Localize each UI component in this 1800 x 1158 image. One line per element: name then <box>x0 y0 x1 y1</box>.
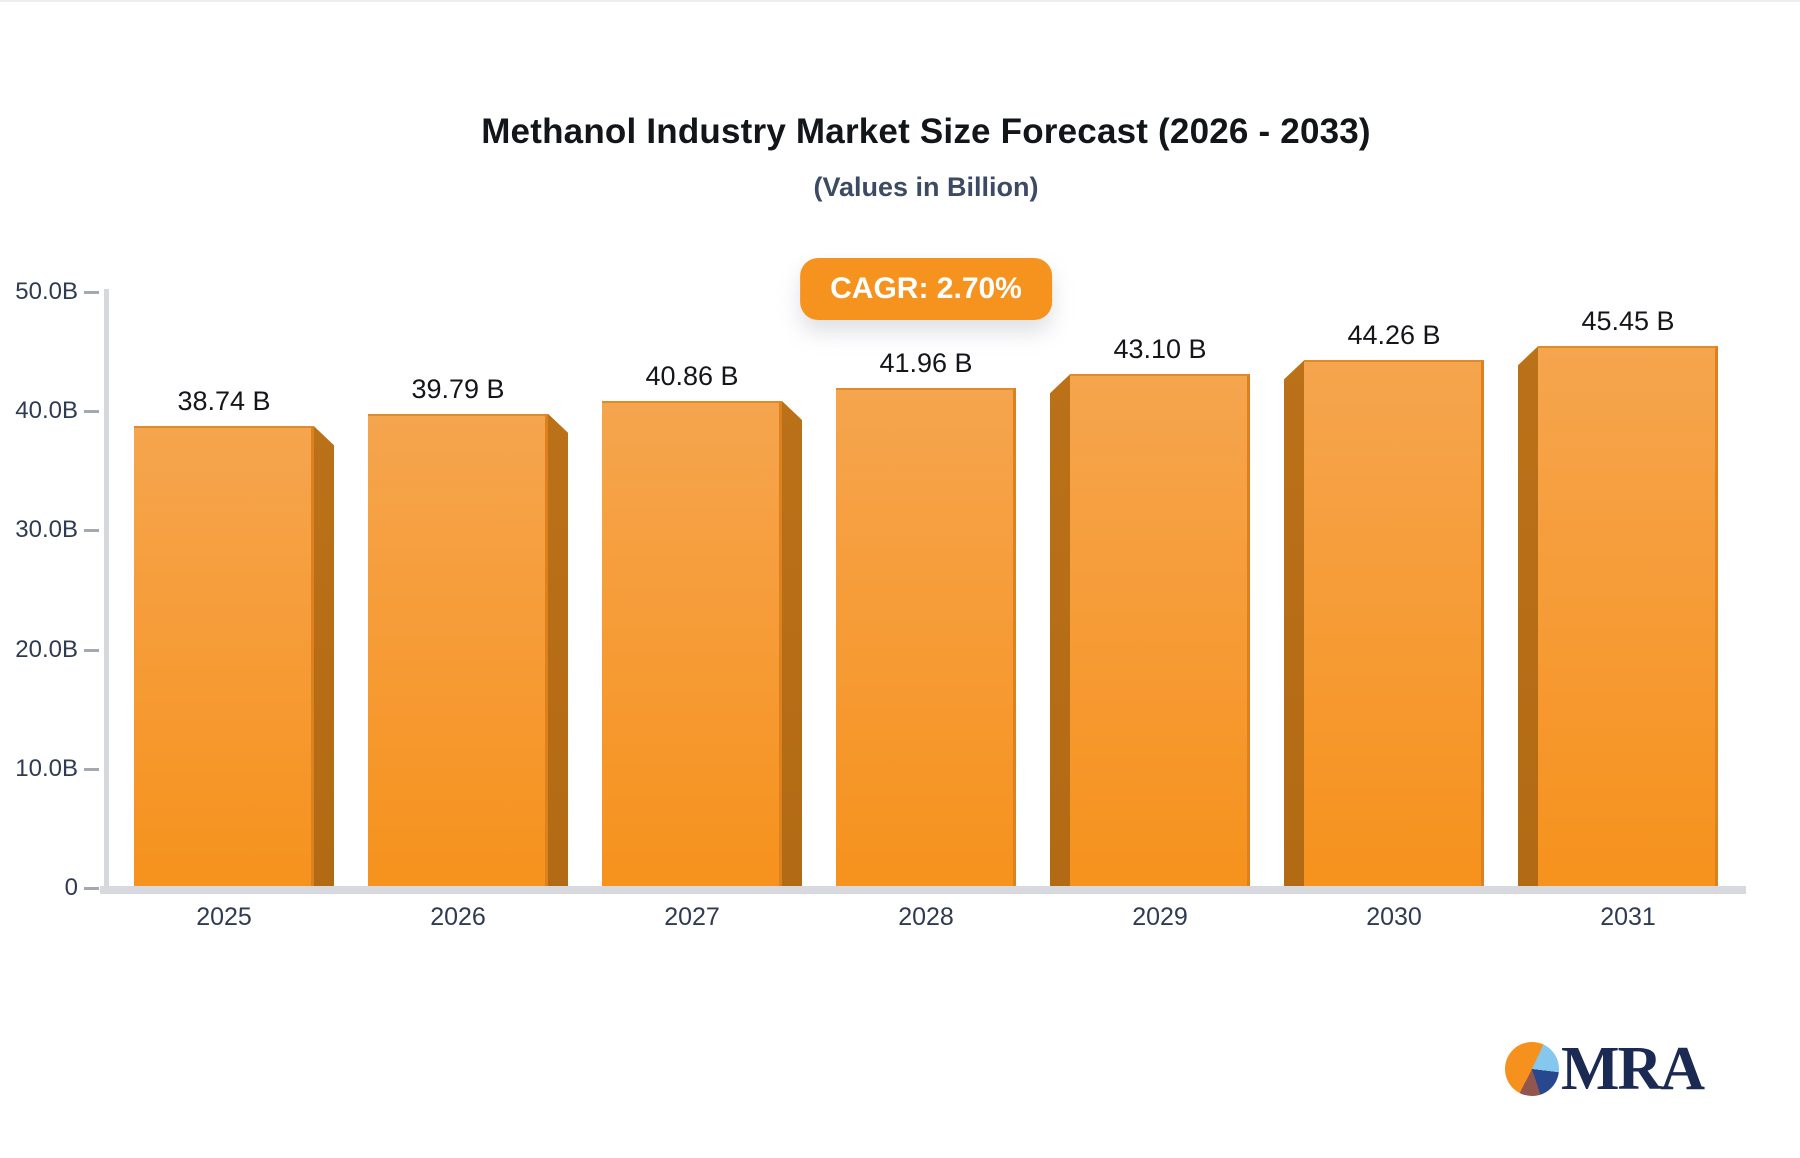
bar-value-label-2029: 43.10 B <box>1113 334 1207 365</box>
bar-2030 <box>1304 360 1484 888</box>
y-axis-tick-mark <box>84 410 99 414</box>
x-axis-label-2029: 2029 <box>1132 903 1188 931</box>
bar-side-panel-2025 <box>314 426 334 888</box>
bar-2025 <box>134 426 314 888</box>
bar-side-panel-2027 <box>782 400 802 888</box>
bar-2027 <box>602 400 782 888</box>
y-axis-tick-label: 20.0B <box>15 635 78 663</box>
bar-2028 <box>836 387 1016 888</box>
chart-subtitle: (Values in Billion) <box>813 172 1039 202</box>
bar-2029 <box>1070 374 1250 888</box>
bar-value-label-2027: 40.86 B <box>645 360 739 391</box>
y-axis-tick-label: 0 <box>64 874 78 901</box>
bar-2031 <box>1538 346 1718 888</box>
bar-value-label-2026: 39.79 B <box>411 373 505 404</box>
x-axis-label-2025: 2025 <box>196 903 252 931</box>
bar-side-panel-2029 <box>1050 374 1070 888</box>
y-axis-tick-mark <box>84 887 99 890</box>
bar-side-panel-2031 <box>1518 346 1538 888</box>
x-axis-label-2027: 2027 <box>664 903 720 931</box>
brand-logo-text: MRA <box>1561 1035 1705 1103</box>
y-axis-tick-label: 10.0B <box>15 754 78 782</box>
x-axis-label-2026: 2026 <box>430 903 486 931</box>
bar-2026 <box>368 413 548 888</box>
bar-side-panel-2030 <box>1284 360 1304 888</box>
bar-value-label-2025: 38.74 B <box>177 386 271 417</box>
y-axis-tick-label: 50.0B <box>15 278 78 305</box>
y-axis-line <box>104 289 109 891</box>
y-axis-tick-label: 30.0B <box>15 516 78 544</box>
y-axis-tick-label: 40.0B <box>15 397 78 425</box>
bar-side-panel-2026 <box>548 413 568 888</box>
bar-value-label-2031: 45.45 B <box>1581 306 1675 337</box>
x-axis-label-2028: 2028 <box>898 903 954 931</box>
bar-value-label-2030: 44.26 B <box>1347 320 1441 351</box>
bar-value-label-2028: 41.96 B <box>879 347 973 378</box>
x-axis-label-2031: 2031 <box>1600 903 1656 931</box>
cagr-badge: CAGR: 2.70% <box>800 258 1052 320</box>
y-axis-tick-mark <box>84 648 99 652</box>
x-axis-baseline <box>100 886 1746 894</box>
y-axis-tick-mark <box>84 529 99 533</box>
chart-title: Methanol Industry Market Size Forecast (… <box>481 112 1371 151</box>
y-axis-tick-mark <box>84 291 99 294</box>
y-axis-tick-mark <box>84 767 99 771</box>
pie-chart-icon <box>1505 1042 1559 1096</box>
x-axis-label-2030: 2030 <box>1366 903 1422 931</box>
brand-logo: MRA <box>1505 1035 1705 1103</box>
